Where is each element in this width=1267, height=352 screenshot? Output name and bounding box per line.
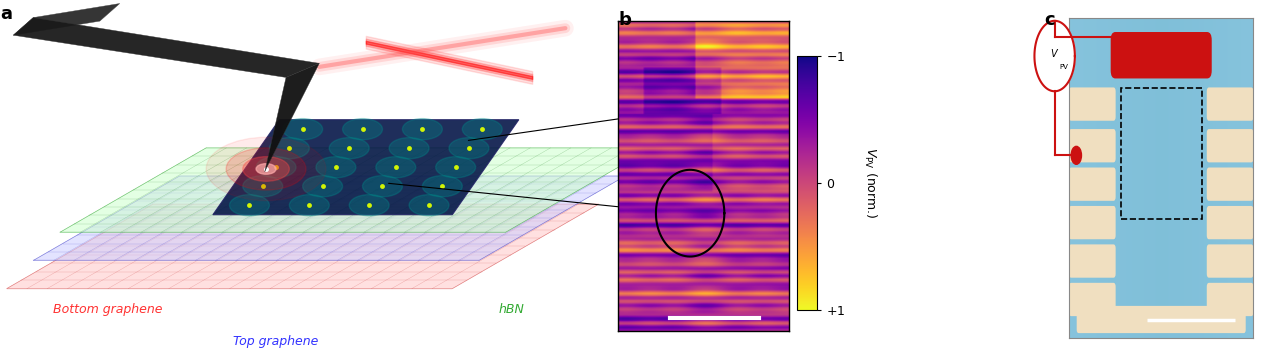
Polygon shape bbox=[213, 120, 519, 215]
Circle shape bbox=[229, 195, 270, 216]
Polygon shape bbox=[265, 63, 319, 172]
FancyBboxPatch shape bbox=[1111, 32, 1211, 78]
FancyBboxPatch shape bbox=[1069, 87, 1116, 121]
FancyBboxPatch shape bbox=[1069, 244, 1116, 278]
Text: Bottom graphene: Bottom graphene bbox=[53, 303, 162, 316]
Circle shape bbox=[256, 157, 296, 178]
Text: c: c bbox=[1044, 11, 1054, 29]
Text: b: b bbox=[618, 11, 631, 29]
Circle shape bbox=[243, 176, 283, 197]
Circle shape bbox=[207, 137, 326, 201]
Text: $V$: $V$ bbox=[1050, 48, 1059, 59]
Circle shape bbox=[1071, 146, 1082, 164]
Polygon shape bbox=[6, 204, 599, 289]
FancyBboxPatch shape bbox=[1077, 306, 1245, 333]
Circle shape bbox=[227, 148, 307, 190]
Circle shape bbox=[303, 176, 342, 197]
FancyBboxPatch shape bbox=[1206, 244, 1253, 278]
Circle shape bbox=[462, 119, 502, 140]
Bar bbox=[1121, 88, 1201, 219]
FancyBboxPatch shape bbox=[1206, 87, 1253, 121]
Circle shape bbox=[256, 164, 276, 174]
Y-axis label: $V_\mathrm{PV}$ (norm.): $V_\mathrm{PV}$ (norm.) bbox=[862, 147, 878, 219]
Circle shape bbox=[350, 195, 389, 216]
Text: a: a bbox=[1, 5, 13, 23]
Circle shape bbox=[315, 157, 356, 178]
Circle shape bbox=[436, 157, 475, 178]
Circle shape bbox=[342, 119, 383, 140]
Circle shape bbox=[243, 157, 289, 181]
Circle shape bbox=[376, 157, 416, 178]
FancyBboxPatch shape bbox=[1069, 168, 1116, 201]
Circle shape bbox=[449, 138, 489, 159]
FancyBboxPatch shape bbox=[1069, 283, 1116, 316]
Polygon shape bbox=[1034, 21, 1074, 91]
Circle shape bbox=[362, 176, 403, 197]
Polygon shape bbox=[14, 4, 120, 35]
Polygon shape bbox=[33, 176, 626, 260]
Polygon shape bbox=[60, 148, 653, 232]
FancyBboxPatch shape bbox=[1206, 168, 1253, 201]
FancyBboxPatch shape bbox=[1206, 206, 1253, 239]
Circle shape bbox=[289, 195, 329, 216]
FancyBboxPatch shape bbox=[1206, 283, 1253, 316]
Circle shape bbox=[270, 138, 309, 159]
Circle shape bbox=[403, 119, 442, 140]
Text: Top graphene: Top graphene bbox=[233, 335, 318, 348]
Polygon shape bbox=[14, 18, 319, 77]
Circle shape bbox=[283, 119, 323, 140]
Circle shape bbox=[409, 195, 449, 216]
Text: PV: PV bbox=[1059, 64, 1068, 70]
FancyBboxPatch shape bbox=[1069, 129, 1116, 162]
Circle shape bbox=[329, 138, 369, 159]
Circle shape bbox=[389, 138, 430, 159]
Circle shape bbox=[422, 176, 462, 197]
FancyBboxPatch shape bbox=[1206, 129, 1253, 162]
FancyBboxPatch shape bbox=[1069, 206, 1116, 239]
Text: hBN: hBN bbox=[499, 303, 525, 316]
